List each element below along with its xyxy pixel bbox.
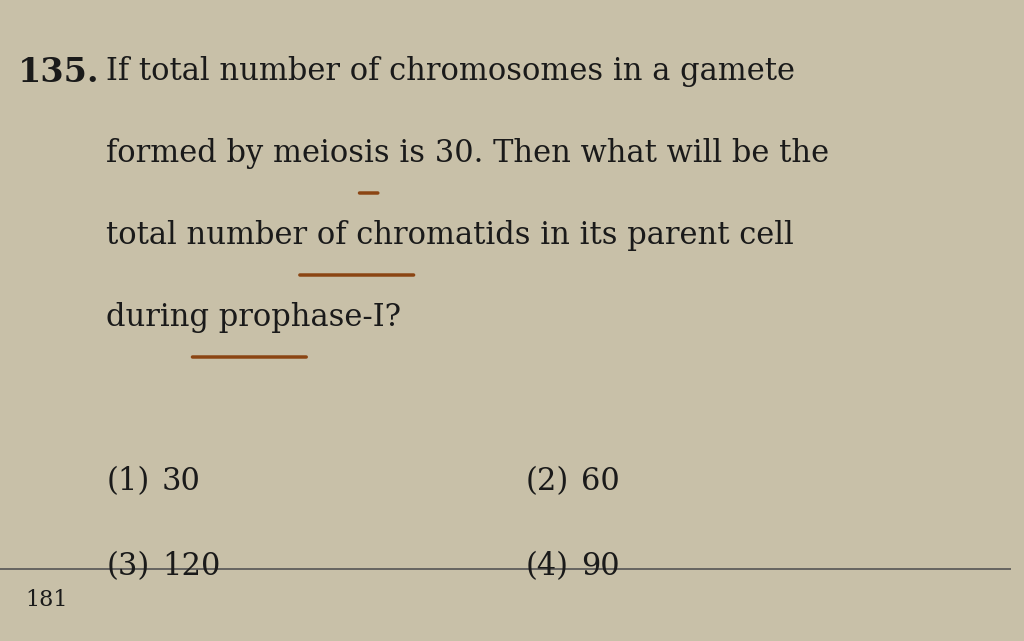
Text: (3): (3): [106, 551, 150, 582]
Text: (4): (4): [525, 551, 568, 582]
Text: formed by meiosis is 30. Then what will be the: formed by meiosis is 30. Then what will …: [106, 138, 829, 169]
Text: total number of chromatids in its parent cell: total number of chromatids in its parent…: [106, 220, 794, 251]
Text: 60: 60: [582, 466, 621, 497]
Text: 30: 30: [162, 466, 201, 497]
Text: (1): (1): [106, 466, 150, 497]
Text: (2): (2): [525, 466, 569, 497]
Text: 90: 90: [582, 551, 621, 582]
Text: 135.: 135.: [18, 56, 99, 89]
Text: If total number of chromosomes in a gamete: If total number of chromosomes in a game…: [106, 56, 796, 87]
Text: 120: 120: [162, 551, 220, 582]
Text: 181: 181: [26, 589, 68, 611]
Text: during prophase-I?: during prophase-I?: [106, 302, 401, 333]
